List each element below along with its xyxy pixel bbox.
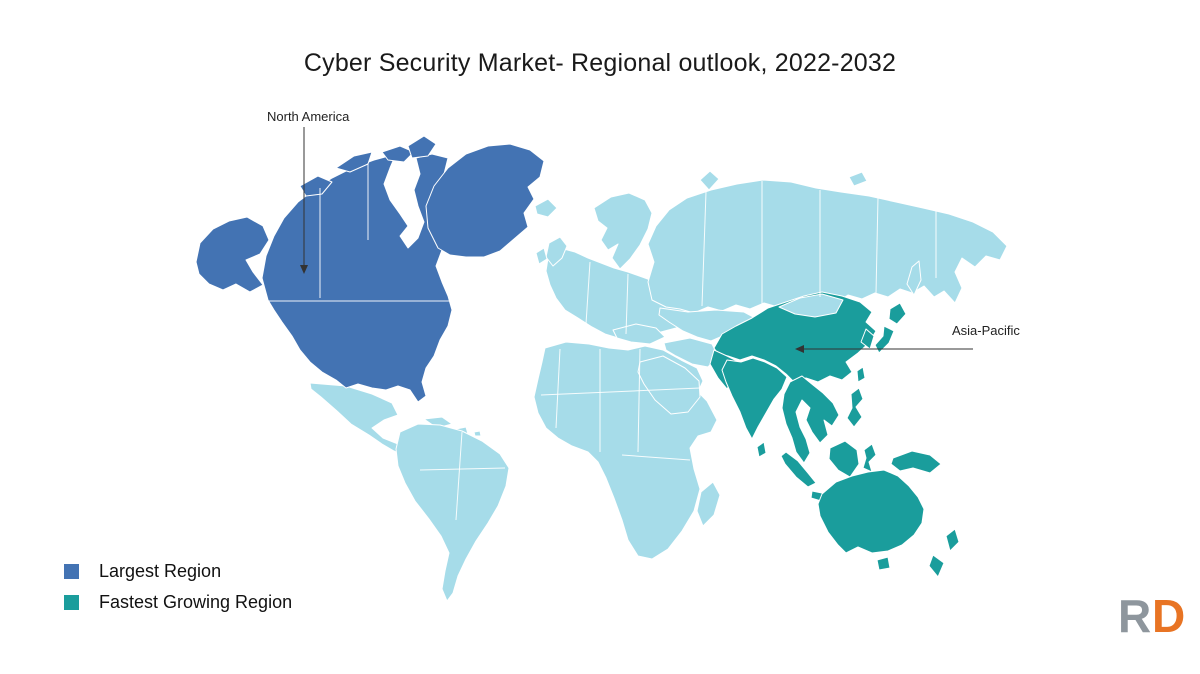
- map-new-guinea: [890, 450, 942, 474]
- region-asia-pacific: [709, 291, 960, 578]
- logo-letter-d: D: [1152, 590, 1185, 642]
- map-japan-north: [888, 302, 907, 325]
- map-taiwan: [856, 366, 866, 383]
- map-arctic-island-2: [381, 145, 415, 163]
- map-sulawesi: [862, 443, 877, 473]
- map-india: [721, 357, 788, 440]
- map-ireland: [535, 247, 548, 265]
- asia-pacific-leader-arrow: [795, 345, 804, 353]
- map-china: [713, 291, 877, 383]
- legend: Largest Region Fastest Growing Region: [64, 561, 292, 613]
- north-america-leader-arrow: [300, 265, 308, 274]
- map-madagascar: [696, 481, 721, 527]
- map-new-zealand-south: [928, 554, 945, 578]
- brand-logo-graphic: R D: [1118, 590, 1185, 642]
- brand-logo: R D: [1118, 588, 1200, 647]
- map-tasmania: [876, 556, 891, 571]
- region-rest-of-world: [309, 170, 1008, 602]
- map-mongolia: [778, 293, 844, 318]
- map-baffin-island: [407, 135, 437, 159]
- map-sumatra: [780, 451, 817, 488]
- map-arctic-island-1: [335, 151, 373, 173]
- map-arabia: [637, 355, 701, 415]
- map-australia: [817, 469, 925, 554]
- map-borneo: [828, 440, 860, 478]
- map-new-siberian-islands: [848, 171, 868, 187]
- map-new-zealand-north: [945, 528, 960, 552]
- legend-swatch-fastest-growing-region: [64, 595, 79, 610]
- country-borders: [266, 163, 937, 521]
- map-scandinavia: [593, 192, 653, 270]
- map-sakhalin: [906, 260, 922, 296]
- map-victoria-island: [299, 175, 333, 197]
- legend-label-fastest-growing-region: Fastest Growing Region: [99, 592, 293, 612]
- annotation-lines: [300, 127, 973, 353]
- map-greenland: [425, 143, 545, 258]
- annotation-asia-pacific-label: Asia-Pacific: [952, 323, 1020, 338]
- chart-title: Cyber Security Market- Regional outlook,…: [303, 49, 897, 77]
- map-antilles: [473, 430, 482, 437]
- legend-item-largest-region: Largest Region: [64, 561, 292, 582]
- annotation-north-america-label: North America: [267, 109, 350, 124]
- logo-letter-r: R: [1118, 590, 1151, 642]
- map-novaya-zemlya: [699, 170, 720, 191]
- region-north-america: [195, 135, 545, 403]
- map-japan-south: [874, 325, 895, 354]
- region-overlay-mongolia: [778, 293, 844, 318]
- map-south-america: [395, 423, 510, 602]
- legend-swatch-largest-region: [64, 564, 79, 579]
- legend-item-fastest-growing-region: Fastest Growing Region: [64, 592, 292, 613]
- map-alaska: [195, 216, 270, 293]
- map-canada-usa: [261, 153, 453, 403]
- map-philippines: [846, 387, 864, 428]
- legend-label-largest-region: Largest Region: [99, 561, 222, 581]
- map-iran: [663, 337, 719, 368]
- map-iceland: [534, 198, 558, 218]
- map-sri-lanka: [756, 441, 767, 458]
- map-indochina: [781, 375, 840, 464]
